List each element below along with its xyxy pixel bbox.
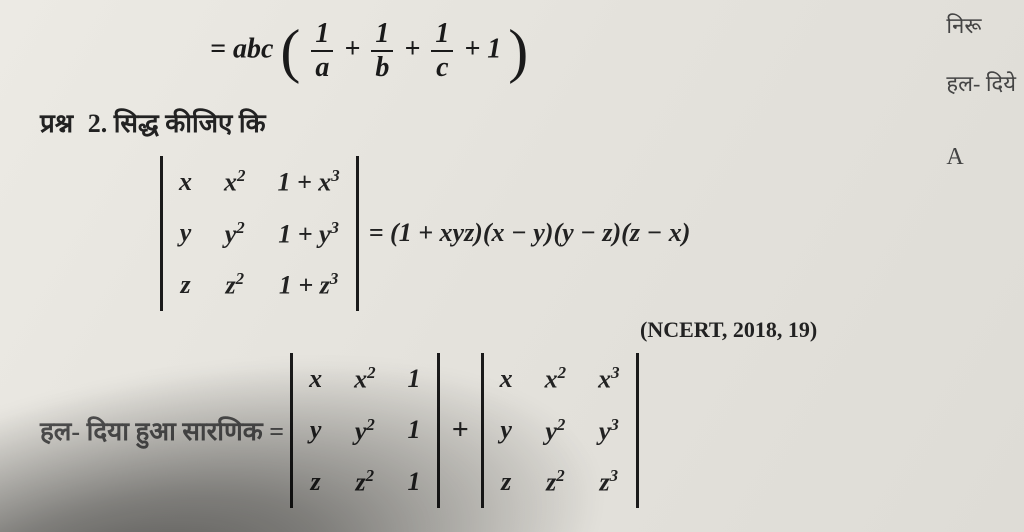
- cell: x2: [529, 353, 582, 405]
- cell: y3: [582, 405, 637, 457]
- question-label: प्रश्न: [40, 109, 73, 138]
- question-number: 2.: [88, 109, 108, 138]
- question-text: सिद्ध कीजिए कि: [114, 109, 266, 138]
- cell: z2: [338, 456, 391, 508]
- margin-line-2: हल- दिये: [946, 68, 1016, 98]
- determinant-equation: x x2 1 + x3 y y2 1 + y3 z z2 1 + z3 = (1…: [160, 156, 984, 311]
- den: b: [371, 52, 393, 82]
- cell: x2: [208, 156, 261, 208]
- cell: 1: [392, 456, 439, 508]
- cell: x: [162, 156, 209, 208]
- ncert-reference: (NCERT, 2018, 19): [640, 317, 984, 343]
- margin-line-1: निरू: [946, 10, 1016, 40]
- page: निरू हल- दिये A = abc ( 1 a + 1 b + 1 c …: [0, 0, 1024, 532]
- cell: 1 + y3: [261, 208, 357, 260]
- det-table-2: x x2 1 y y2 1 z z2 1: [290, 353, 439, 508]
- cell: y2: [529, 405, 582, 457]
- cell: z: [482, 456, 529, 508]
- solution-line: हल- दिया हुआ सारणिक = x x2 1 y y2 1 z z2…: [40, 353, 984, 508]
- cell: x3: [582, 353, 637, 405]
- cell: x: [292, 353, 339, 405]
- den: a: [311, 52, 333, 82]
- num: 1: [371, 20, 393, 52]
- plus-1: +: [344, 33, 360, 64]
- cell: y2: [208, 208, 261, 260]
- margin-line-3: A: [946, 144, 1016, 171]
- cell: 1: [392, 353, 439, 405]
- cell: 1 + z3: [261, 259, 357, 311]
- cell: z: [162, 259, 209, 311]
- right-margin-notes: निरू हल- दिये A: [946, 10, 1016, 171]
- question-2-header: प्रश्न 2. सिद्ध कीजिए कि: [40, 104, 984, 140]
- num: 1: [311, 20, 333, 52]
- cell: y: [292, 405, 339, 457]
- plus-sign: +: [452, 413, 469, 447]
- cell: y: [162, 208, 209, 260]
- cell: x: [482, 353, 529, 405]
- fraction-1-a: 1 a: [311, 20, 333, 82]
- eq1-tail: + 1: [464, 33, 501, 64]
- determinant-3: x x2 x3 y y2 y3 z z2 z3: [481, 353, 639, 508]
- cell: z3: [582, 456, 637, 508]
- den: c: [431, 52, 453, 82]
- cell: y: [482, 405, 529, 457]
- cell: 1 + x3: [261, 156, 357, 208]
- plus-2: +: [404, 33, 420, 64]
- rhs-expression: = (1 + xyz)(x − y)(y − z)(z − x): [369, 218, 691, 248]
- fraction-1-c: 1 c: [431, 20, 453, 82]
- determinant-2: x x2 1 y y2 1 z z2 1: [290, 353, 439, 508]
- num: 1: [431, 20, 453, 52]
- determinant-lhs: x x2 1 + x3 y y2 1 + y3 z z2 1 + z3: [160, 156, 359, 311]
- equation-abc: = abc ( 1 a + 1 b + 1 c + 1 ): [210, 20, 984, 82]
- det-table-1: x x2 1 + x3 y y2 1 + y3 z z2 1 + z3: [160, 156, 359, 311]
- cell: x2: [338, 353, 391, 405]
- cell: z: [292, 456, 339, 508]
- det-table-3: x x2 x3 y y2 y3 z z2 z3: [481, 353, 639, 508]
- cell: y2: [338, 405, 391, 457]
- eq1-prefix: = abc: [210, 33, 273, 64]
- solution-prefix: हल- दिया हुआ सारणिक =: [40, 412, 284, 448]
- cell: 1: [392, 405, 439, 457]
- fraction-1-b: 1 b: [371, 20, 393, 82]
- cell: z2: [529, 456, 582, 508]
- cell: z2: [208, 259, 261, 311]
